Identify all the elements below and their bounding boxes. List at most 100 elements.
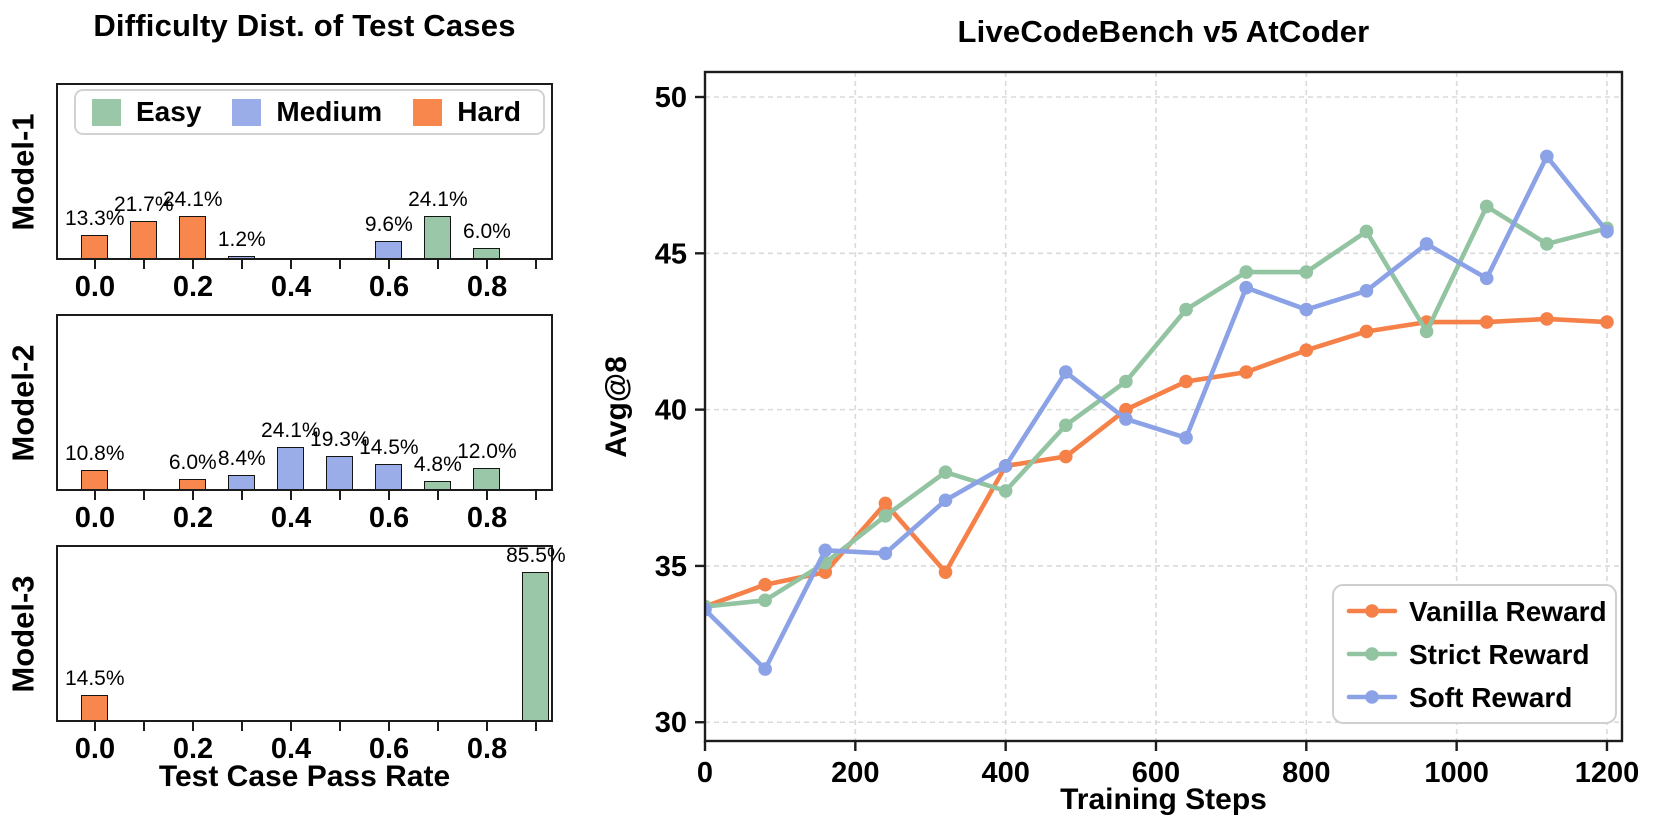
bar-value-label: 21.7%: [113, 192, 174, 216]
x-tick-label: 0: [697, 757, 713, 789]
x-tick-label: 0.2: [172, 733, 214, 765]
bar-medium: [228, 255, 256, 258]
point-vanilla-reward-640: [1179, 374, 1193, 389]
point-strict-reward-800: [1299, 265, 1314, 279]
point-soft-reward-960: [1419, 237, 1434, 251]
point-strict-reward-720: [1239, 265, 1253, 279]
left-chart-title: Difficulty Dist. of Test Cases: [93, 8, 516, 43]
x-tick-label: 0.6: [368, 502, 410, 534]
point-vanilla-reward-1120: [1540, 312, 1554, 326]
point-soft-reward-1200: [1600, 224, 1614, 239]
x-tick: [93, 722, 96, 731]
x-tick: [93, 491, 96, 500]
bar-value-label: 85.5%: [506, 544, 566, 568]
point-vanilla-reward-1040: [1479, 315, 1494, 329]
bar-value-label: 10.8%: [64, 442, 125, 466]
legend-entry-medium: Medium: [232, 96, 382, 128]
legend-marker-vanilla-reward-icon: [1365, 604, 1379, 618]
right-x-axis-label: Training Steps: [1060, 783, 1267, 816]
line-chart: 0 200 400 600 800 1000 1200 30 35 40 45 50 Vanilla R…: [655, 70, 1640, 789]
point-strict-reward-1120: [1540, 237, 1554, 251]
point-vanilla-reward-240: [878, 496, 893, 511]
point-strict-reward-320: [938, 465, 953, 479]
x-tick: [339, 491, 342, 500]
linechart-panel: LiveCodeBench v5 AtCoder Avg@8 0 200 400 60…: [580, 0, 1661, 830]
point-vanilla-reward-320: [938, 565, 953, 579]
x-tick: [290, 722, 293, 731]
x-tick: [241, 722, 243, 731]
legend-label-medium: Medium: [276, 96, 383, 127]
legend-marker-strict-reward-icon: [1365, 647, 1379, 661]
bar-easy: [473, 247, 501, 258]
point-soft-reward-80: [758, 662, 772, 676]
point-soft-reward-560: [1119, 412, 1133, 426]
point-strict-reward-80: [758, 593, 772, 608]
point-vanilla-reward-880: [1359, 324, 1374, 339]
bar-easy: [424, 216, 452, 258]
x-tick-label: 0.6: [368, 733, 410, 765]
point-strict-reward-240: [878, 509, 893, 523]
x-tick: [437, 260, 440, 269]
point-soft-reward-720: [1239, 280, 1253, 295]
point-soft-reward-1120: [1540, 149, 1554, 164]
bar-subplot-model-3: Model-3 14.5% 85.5% 0.0 0.2 0.4 0.6 0.8: [0, 544, 580, 770]
x-tick-label: 0.4: [270, 733, 312, 765]
bar-value-label: 24.1%: [408, 188, 468, 212]
x-tick: [535, 722, 538, 731]
bar-value-label: 1.2%: [217, 227, 266, 251]
bar-medium: [375, 463, 403, 489]
x-tick: [241, 260, 243, 269]
bar-value-label: 14.5%: [359, 435, 419, 459]
x-tick: [388, 722, 391, 731]
x-tick: [339, 722, 342, 731]
x-tick-label: 0.0: [74, 502, 116, 534]
legend-entry-easy: Easy: [92, 96, 201, 128]
bar-hard: [81, 694, 109, 720]
bar-value-label: 8.4%: [217, 446, 266, 470]
bar-easy: [473, 468, 501, 489]
legend-swatch-medium-icon: [232, 98, 262, 126]
x-tick-label: 0.2: [172, 502, 214, 534]
x-tick: [142, 260, 145, 269]
x-tick: [388, 260, 391, 269]
bar-hard: [130, 220, 158, 258]
x-tick-label: 1200: [1575, 757, 1640, 789]
point-strict-reward-1040: [1479, 199, 1494, 214]
bar-medium: [228, 474, 256, 489]
bar-hard: [81, 470, 109, 489]
legend-label-vanilla-reward: Vanilla Reward: [1409, 596, 1607, 627]
point-strict-reward-960: [1419, 324, 1434, 339]
legend-marker-soft-reward-icon: [1365, 690, 1379, 704]
x-tick: [486, 260, 489, 269]
bar-easy: [522, 572, 550, 720]
x-tick: [388, 491, 391, 500]
y-tick-label: 40: [655, 395, 687, 427]
y-tick-label: 30: [655, 707, 687, 739]
x-tick-label: 400: [981, 757, 1029, 789]
model-label-holder: Model-3: [2, 545, 46, 722]
point-soft-reward-1040: [1479, 271, 1494, 286]
x-tick: [142, 722, 145, 731]
point-soft-reward-800: [1299, 302, 1314, 317]
x-tick: [191, 491, 194, 500]
right-chart-title: LiveCodeBench v5 AtCoder: [957, 14, 1370, 49]
x-tick: [535, 491, 538, 500]
bar-subplot-model-1: Model-1 13.3% 21.7% 24.1% 1.2% 9.6% 24.1% 6.0% 0…: [0, 83, 580, 308]
x-tick-label: 0.6: [368, 271, 410, 303]
bar-value-label: 6.0%: [168, 450, 217, 474]
x-tick-label: 1000: [1424, 757, 1489, 789]
y-tick-label: 35: [655, 551, 687, 583]
x-tick: [535, 260, 538, 269]
bar-value-label: 13.3%: [64, 207, 125, 231]
y-tick-label: 45: [655, 238, 687, 270]
point-soft-reward-160: [818, 543, 833, 558]
line-legend-box: [1332, 584, 1617, 724]
x-tick: [142, 491, 145, 500]
legend-swatch-hard-icon: [413, 98, 443, 126]
x-tick: [191, 722, 194, 731]
bar-medium: [326, 455, 354, 489]
y-tick-label: 50: [655, 82, 687, 114]
difficulty-panel: Difficulty Dist. of Test Cases Model-1 13…: [0, 0, 580, 830]
bar-value-label: 6.0%: [462, 219, 511, 243]
